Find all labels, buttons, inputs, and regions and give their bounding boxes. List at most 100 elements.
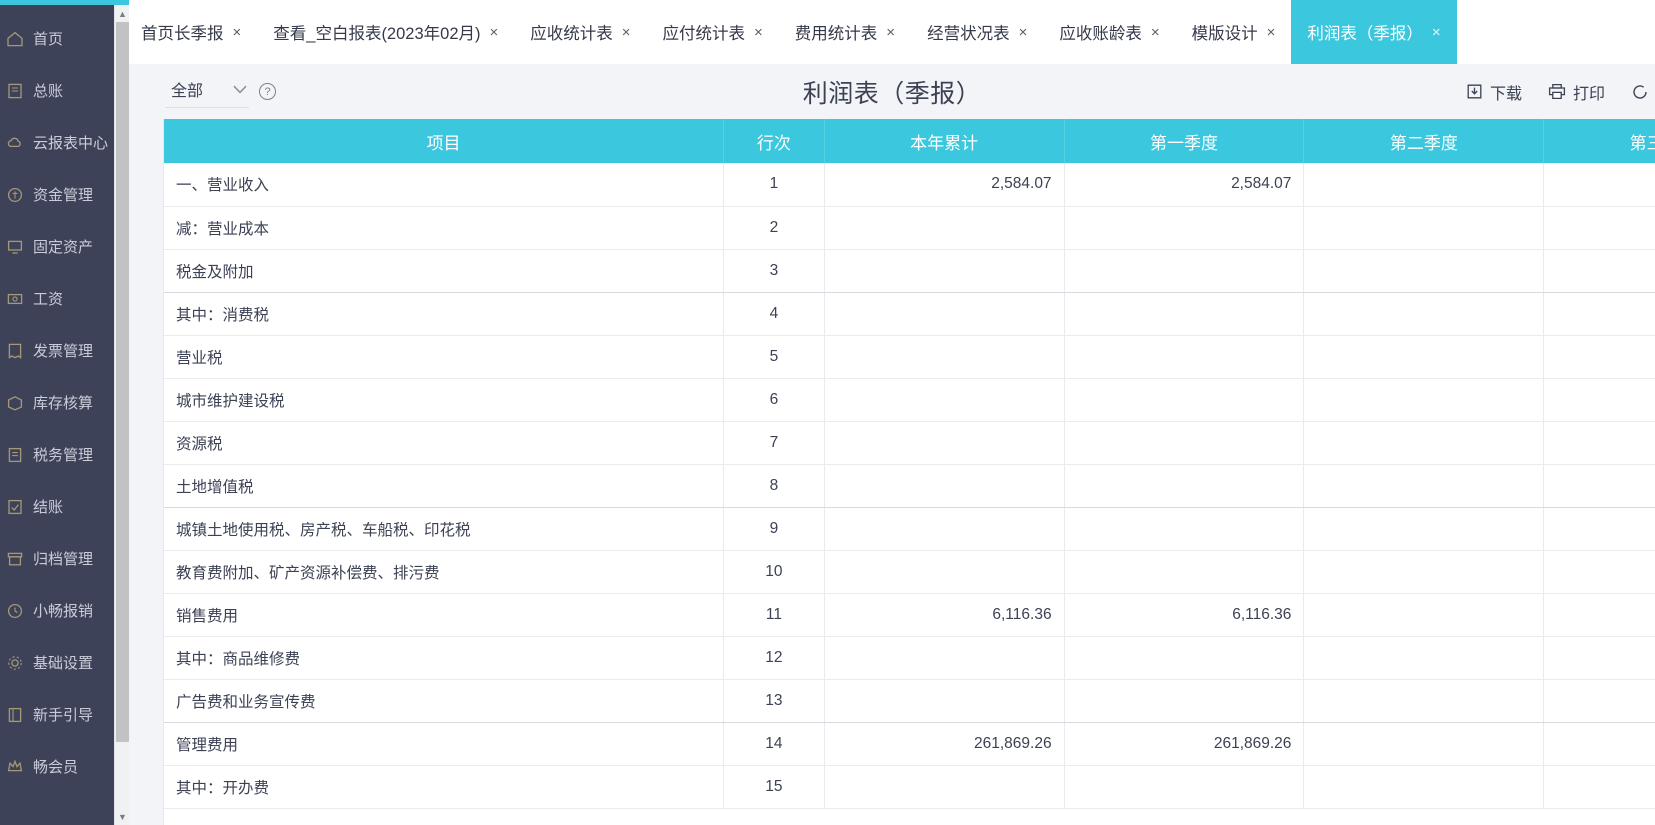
- cell-q1[interactable]: [1064, 636, 1305, 680]
- cell-item-name[interactable]: 教育费附加、矿产资源补偿费、排污费: [164, 550, 725, 594]
- sidebar-item-11[interactable]: 归档管理: [0, 533, 129, 585]
- download-button[interactable]: 下载: [1466, 80, 1522, 104]
- tab-close-icon[interactable]: ×: [232, 23, 242, 41]
- table-row[interactable]: 其中：开办费 15: [164, 765, 1655, 809]
- cell-q2[interactable]: [1303, 636, 1545, 680]
- table-row[interactable]: 营业税 5: [164, 335, 1655, 379]
- tab-close-icon[interactable]: ×: [1018, 23, 1028, 41]
- cell-q1[interactable]: 261,869.26: [1064, 722, 1305, 766]
- report-table-container[interactable]: 项目行次本年累计第一季度第二季度第三季度第四季度 一、营业收入12,584.07…: [163, 119, 1655, 825]
- table-row[interactable]: 其中：消费税 4: [164, 292, 1655, 336]
- cell-line-number[interactable]: 9: [723, 507, 825, 551]
- cell-line-number[interactable]: 10: [723, 550, 825, 594]
- cell-item-name[interactable]: 其中：商品维修费: [164, 636, 725, 680]
- cell-q2[interactable]: [1303, 722, 1545, 766]
- cell-q1[interactable]: [1064, 679, 1305, 723]
- cell-q3[interactable]: [1543, 679, 1655, 723]
- cell-item-name[interactable]: 税金及附加: [164, 249, 725, 293]
- tab-close-icon[interactable]: ×: [1150, 23, 1160, 41]
- cell-q2[interactable]: [1303, 335, 1545, 379]
- cell-ytd[interactable]: [824, 464, 1065, 508]
- column-header-q1[interactable]: 第一季度: [1064, 119, 1305, 163]
- sidebar-item-15[interactable]: 畅会员: [0, 741, 129, 793]
- sidebar-item-1[interactable]: 首页: [0, 13, 129, 65]
- sidebar-item-2[interactable]: 总账: [0, 65, 129, 117]
- table-row[interactable]: 销售费用 11 6,116.36 6,116.36: [164, 593, 1655, 637]
- cell-q2[interactable]: [1303, 163, 1545, 207]
- cell-q2[interactable]: [1303, 679, 1545, 723]
- cell-q3[interactable]: [1543, 249, 1655, 293]
- cell-item-name[interactable]: 一、营业收入: [164, 163, 725, 207]
- column-header-item[interactable]: 项目: [164, 119, 725, 163]
- cell-item-name[interactable]: 减：营业成本: [164, 206, 725, 250]
- tab-3[interactable]: 查看_空白报表(2023年02月) ×: [257, 0, 514, 64]
- cell-ytd[interactable]: [824, 421, 1065, 465]
- sidebar-item-7[interactable]: 发票管理: [0, 325, 129, 377]
- cell-q3[interactable]: [1543, 765, 1655, 809]
- cell-q1[interactable]: [1064, 550, 1305, 594]
- tab-9[interactable]: 模版设计 ×: [1176, 0, 1292, 64]
- cell-line-number[interactable]: 1: [723, 163, 825, 207]
- scope-filter-select[interactable]: 全部: [165, 75, 250, 108]
- cell-q2[interactable]: [1303, 249, 1545, 293]
- cell-ytd[interactable]: [824, 378, 1065, 422]
- sidebar-item-10[interactable]: 结账: [0, 481, 129, 533]
- cell-line-number[interactable]: 11: [723, 593, 825, 637]
- print-button[interactable]: 打印: [1548, 80, 1605, 104]
- cell-line-number[interactable]: 3: [723, 249, 825, 293]
- tab-8[interactable]: 应收账龄表 ×: [1043, 0, 1175, 64]
- cell-item-name[interactable]: 其中：消费税: [164, 292, 725, 336]
- tab-close-icon[interactable]: ×: [489, 23, 499, 41]
- refresh-button[interactable]: [1631, 83, 1651, 101]
- cell-item-name[interactable]: 其中：开办费: [164, 765, 725, 809]
- caret-up-icon[interactable]: ▲: [118, 8, 127, 19]
- cell-q2[interactable]: [1303, 421, 1545, 465]
- cell-q3[interactable]: [1543, 378, 1655, 422]
- cell-q2[interactable]: [1303, 550, 1545, 594]
- cell-q3[interactable]: [1543, 593, 1655, 637]
- cell-line-number[interactable]: 7: [723, 421, 825, 465]
- table-row[interactable]: 管理费用 14 261,869.26 261,869.26: [164, 722, 1655, 766]
- cell-item-name[interactable]: 城镇土地使用税、房产税、车船税、印花税: [164, 507, 725, 551]
- tab-4[interactable]: 应收统计表 ×: [514, 0, 646, 64]
- cell-q1[interactable]: [1064, 335, 1305, 379]
- table-row[interactable]: 资源税 7: [164, 421, 1655, 465]
- cell-q1[interactable]: [1064, 507, 1305, 551]
- cell-q1[interactable]: [1064, 421, 1305, 465]
- cell-q1[interactable]: 2,584.07: [1064, 163, 1305, 207]
- cell-q2[interactable]: [1303, 507, 1545, 551]
- cell-item-name[interactable]: 营业税: [164, 335, 725, 379]
- cell-q3[interactable]: [1543, 722, 1655, 766]
- sidebar-scrollbar[interactable]: ▲ ▼: [114, 5, 129, 825]
- tab-5[interactable]: 应付统计表 ×: [647, 0, 779, 64]
- table-row[interactable]: 广告费和业务宣传费 13: [164, 679, 1655, 723]
- cell-q3[interactable]: [1543, 636, 1655, 680]
- cell-line-number[interactable]: 5: [723, 335, 825, 379]
- cell-q1[interactable]: [1064, 765, 1305, 809]
- cell-ytd[interactable]: 2,584.07: [824, 163, 1065, 207]
- cell-q3[interactable]: [1543, 163, 1655, 207]
- tab-close-icon[interactable]: ×: [621, 23, 631, 41]
- tab-close-icon[interactable]: ×: [1266, 23, 1276, 41]
- tab-2[interactable]: 长季报 ×: [174, 0, 257, 64]
- cell-ytd[interactable]: [824, 249, 1065, 293]
- cell-ytd[interactable]: [824, 335, 1065, 379]
- cell-ytd[interactable]: [824, 292, 1065, 336]
- sidebar-item-5[interactable]: 固定资产: [0, 221, 129, 273]
- cell-line-number[interactable]: 2: [723, 206, 825, 250]
- cell-q3[interactable]: [1543, 292, 1655, 336]
- cell-q1[interactable]: [1064, 206, 1305, 250]
- sidebar-item-3[interactable]: 云报表中心: [0, 117, 129, 169]
- cell-ytd[interactable]: [824, 507, 1065, 551]
- cell-ytd[interactable]: 6,116.36: [824, 593, 1065, 637]
- cell-q3[interactable]: [1543, 507, 1655, 551]
- table-row[interactable]: 税金及附加 3: [164, 249, 1655, 293]
- sidebar-item-6[interactable]: 工资: [0, 273, 129, 325]
- cell-q1[interactable]: [1064, 464, 1305, 508]
- column-header-line[interactable]: 行次: [723, 119, 825, 163]
- cell-line-number[interactable]: 14: [723, 722, 825, 766]
- cell-line-number[interactable]: 4: [723, 292, 825, 336]
- cell-item-name[interactable]: 广告费和业务宣传费: [164, 679, 725, 723]
- cell-q1[interactable]: [1064, 378, 1305, 422]
- table-row[interactable]: 城镇土地使用税、房产税、车船税、印花税 9: [164, 507, 1655, 551]
